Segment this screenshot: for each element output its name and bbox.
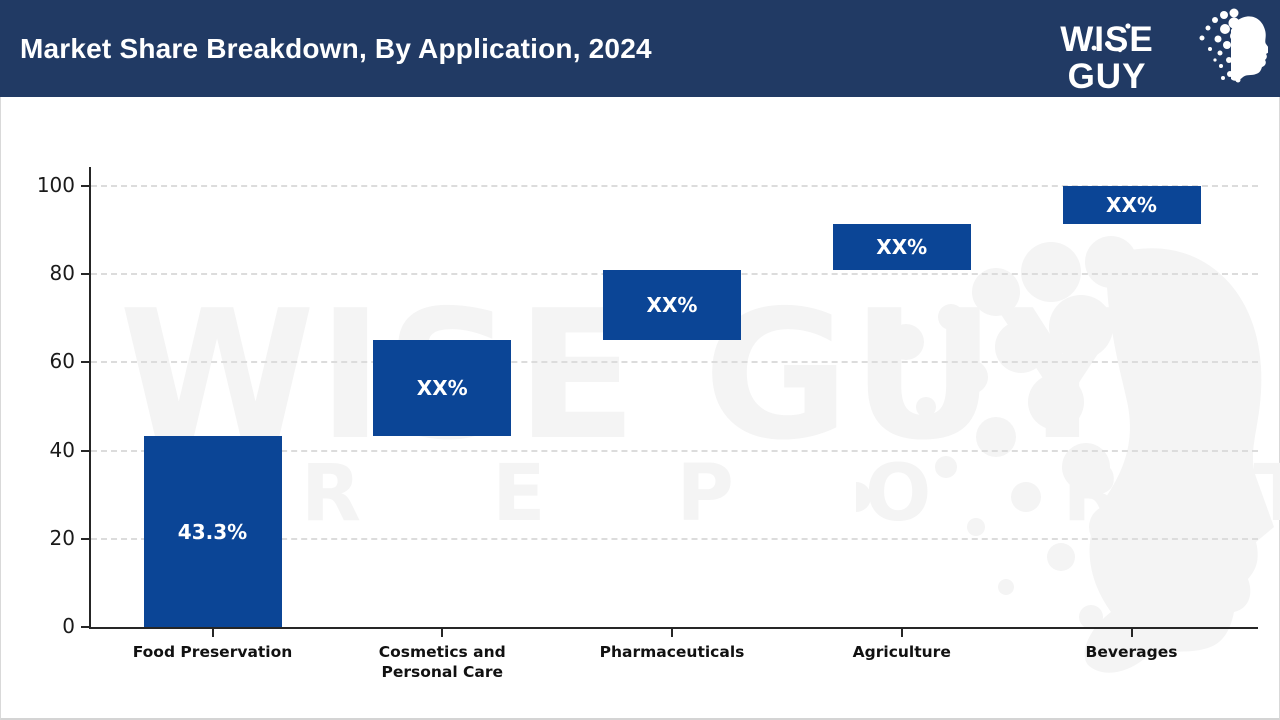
x-axis-category-label: Agriculture xyxy=(852,643,951,661)
x-axis-tick xyxy=(671,629,673,637)
x-axis-category-label: Food Preservation xyxy=(132,643,293,661)
bar-3: XX% xyxy=(603,269,741,341)
x-axis-tick xyxy=(441,629,444,637)
bar-4: XX% xyxy=(832,224,971,270)
page-title: Market Share Breakdown, By Application, … xyxy=(20,33,652,64)
x-axis-tick xyxy=(1130,629,1133,637)
y-axis-tick xyxy=(81,185,89,187)
bar-value-label: XX% xyxy=(646,293,698,318)
y-axis-tick-label: 0 xyxy=(62,614,75,638)
y-axis-tick-label: 100 xyxy=(36,173,75,197)
y-axis-tick xyxy=(81,626,89,628)
y-axis-tick xyxy=(81,449,89,452)
bar-value-label: 43.3% xyxy=(177,519,248,544)
bar-5: XX% xyxy=(1062,186,1201,225)
gridline-100 xyxy=(91,185,1258,187)
header-bar: Market Share Breakdown, By Application, … xyxy=(0,0,1280,114)
x-axis-category-label: Pharmaceuticals xyxy=(599,643,745,661)
gridline-60 xyxy=(91,361,1258,364)
x-axis-category-label: Cosmetics and Personal Care xyxy=(378,643,506,682)
y-axis-line xyxy=(89,167,91,627)
bar-value-label: XX% xyxy=(1106,193,1157,218)
bar-value-label: XX% xyxy=(416,376,468,401)
logo-wordmark: WISE GUY xyxy=(1060,20,1154,96)
bar-1: 43.3% xyxy=(143,436,282,627)
y-axis-tick xyxy=(81,273,89,276)
bar-value-label: XX% xyxy=(876,235,928,260)
x-axis-line xyxy=(89,627,1258,629)
y-axis-tick xyxy=(81,537,89,540)
x-axis-tick xyxy=(900,629,903,637)
watermark-face-icon xyxy=(856,236,1274,673)
logo-face-icon xyxy=(1199,8,1268,83)
y-axis-tick xyxy=(81,361,89,364)
gridline-40 xyxy=(91,449,1258,452)
y-axis-tick-label: 40 xyxy=(49,437,75,462)
x-axis-tick xyxy=(211,629,214,637)
y-axis-tick-label: 20 xyxy=(49,525,75,550)
logo-sparkle-dots-icon xyxy=(1091,23,1131,53)
y-axis-tick-label: 80 xyxy=(49,261,75,286)
y-axis-tick-label: 60 xyxy=(49,349,75,374)
wise-guy-logo: WISE GUY REPORTS xyxy=(1018,6,1268,114)
bar-2: XX% xyxy=(373,340,512,437)
chart-canvas: WISE GUY R E P O R T S 02040608010043.3%… xyxy=(0,97,1280,720)
gridline-20 xyxy=(91,537,1258,540)
x-axis-category-label: Beverages xyxy=(1085,643,1178,661)
